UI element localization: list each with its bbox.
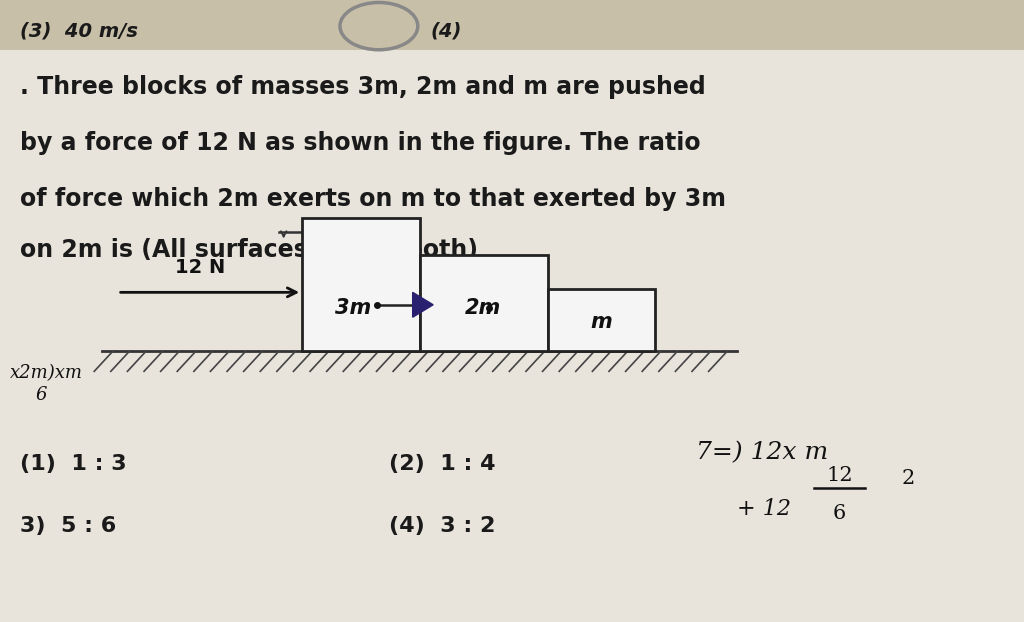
Text: + 12: + 12 (737, 498, 792, 519)
Text: . Three blocks of masses 3m, 2m and m are pushed: . Three blocks of masses 3m, 2m and m ar… (20, 75, 707, 99)
Text: on 2m is (All surfaces are smooth): on 2m is (All surfaces are smooth) (20, 238, 478, 262)
Text: 2: 2 (901, 469, 914, 488)
Text: 6: 6 (834, 504, 846, 523)
Text: 12: 12 (826, 466, 853, 485)
Text: m: m (590, 312, 612, 332)
Text: (4): (4) (430, 22, 462, 41)
Text: (4)  3 : 2: (4) 3 : 2 (389, 516, 496, 536)
Bar (0, 0, 1024, 50)
Text: 7=) 12x m: 7=) 12x m (696, 442, 828, 465)
Text: (3)  40 m/s: (3) 40 m/s (20, 22, 138, 41)
Text: of force which 2m exerts on m to that exerted by 3m: of force which 2m exerts on m to that ex… (20, 187, 726, 211)
Text: 12 N: 12 N (174, 258, 225, 277)
Text: 2m: 2m (465, 298, 502, 318)
Text: x2m)xm: x2m)xm (10, 364, 83, 382)
Text: by a force of 12 N as shown in the figure. The ratio: by a force of 12 N as shown in the figur… (20, 131, 701, 155)
FancyArrow shape (413, 292, 433, 317)
Bar (302, 218, 420, 351)
Text: 3m: 3m (335, 298, 372, 318)
Text: (2)  1 : 4: (2) 1 : 4 (389, 454, 496, 474)
Text: 3)  5 : 6: 3) 5 : 6 (20, 516, 117, 536)
Text: (1)  1 : 3: (1) 1 : 3 (20, 454, 127, 474)
Bar (548, 289, 655, 351)
Text: 6: 6 (36, 386, 47, 404)
Bar (420, 255, 548, 351)
